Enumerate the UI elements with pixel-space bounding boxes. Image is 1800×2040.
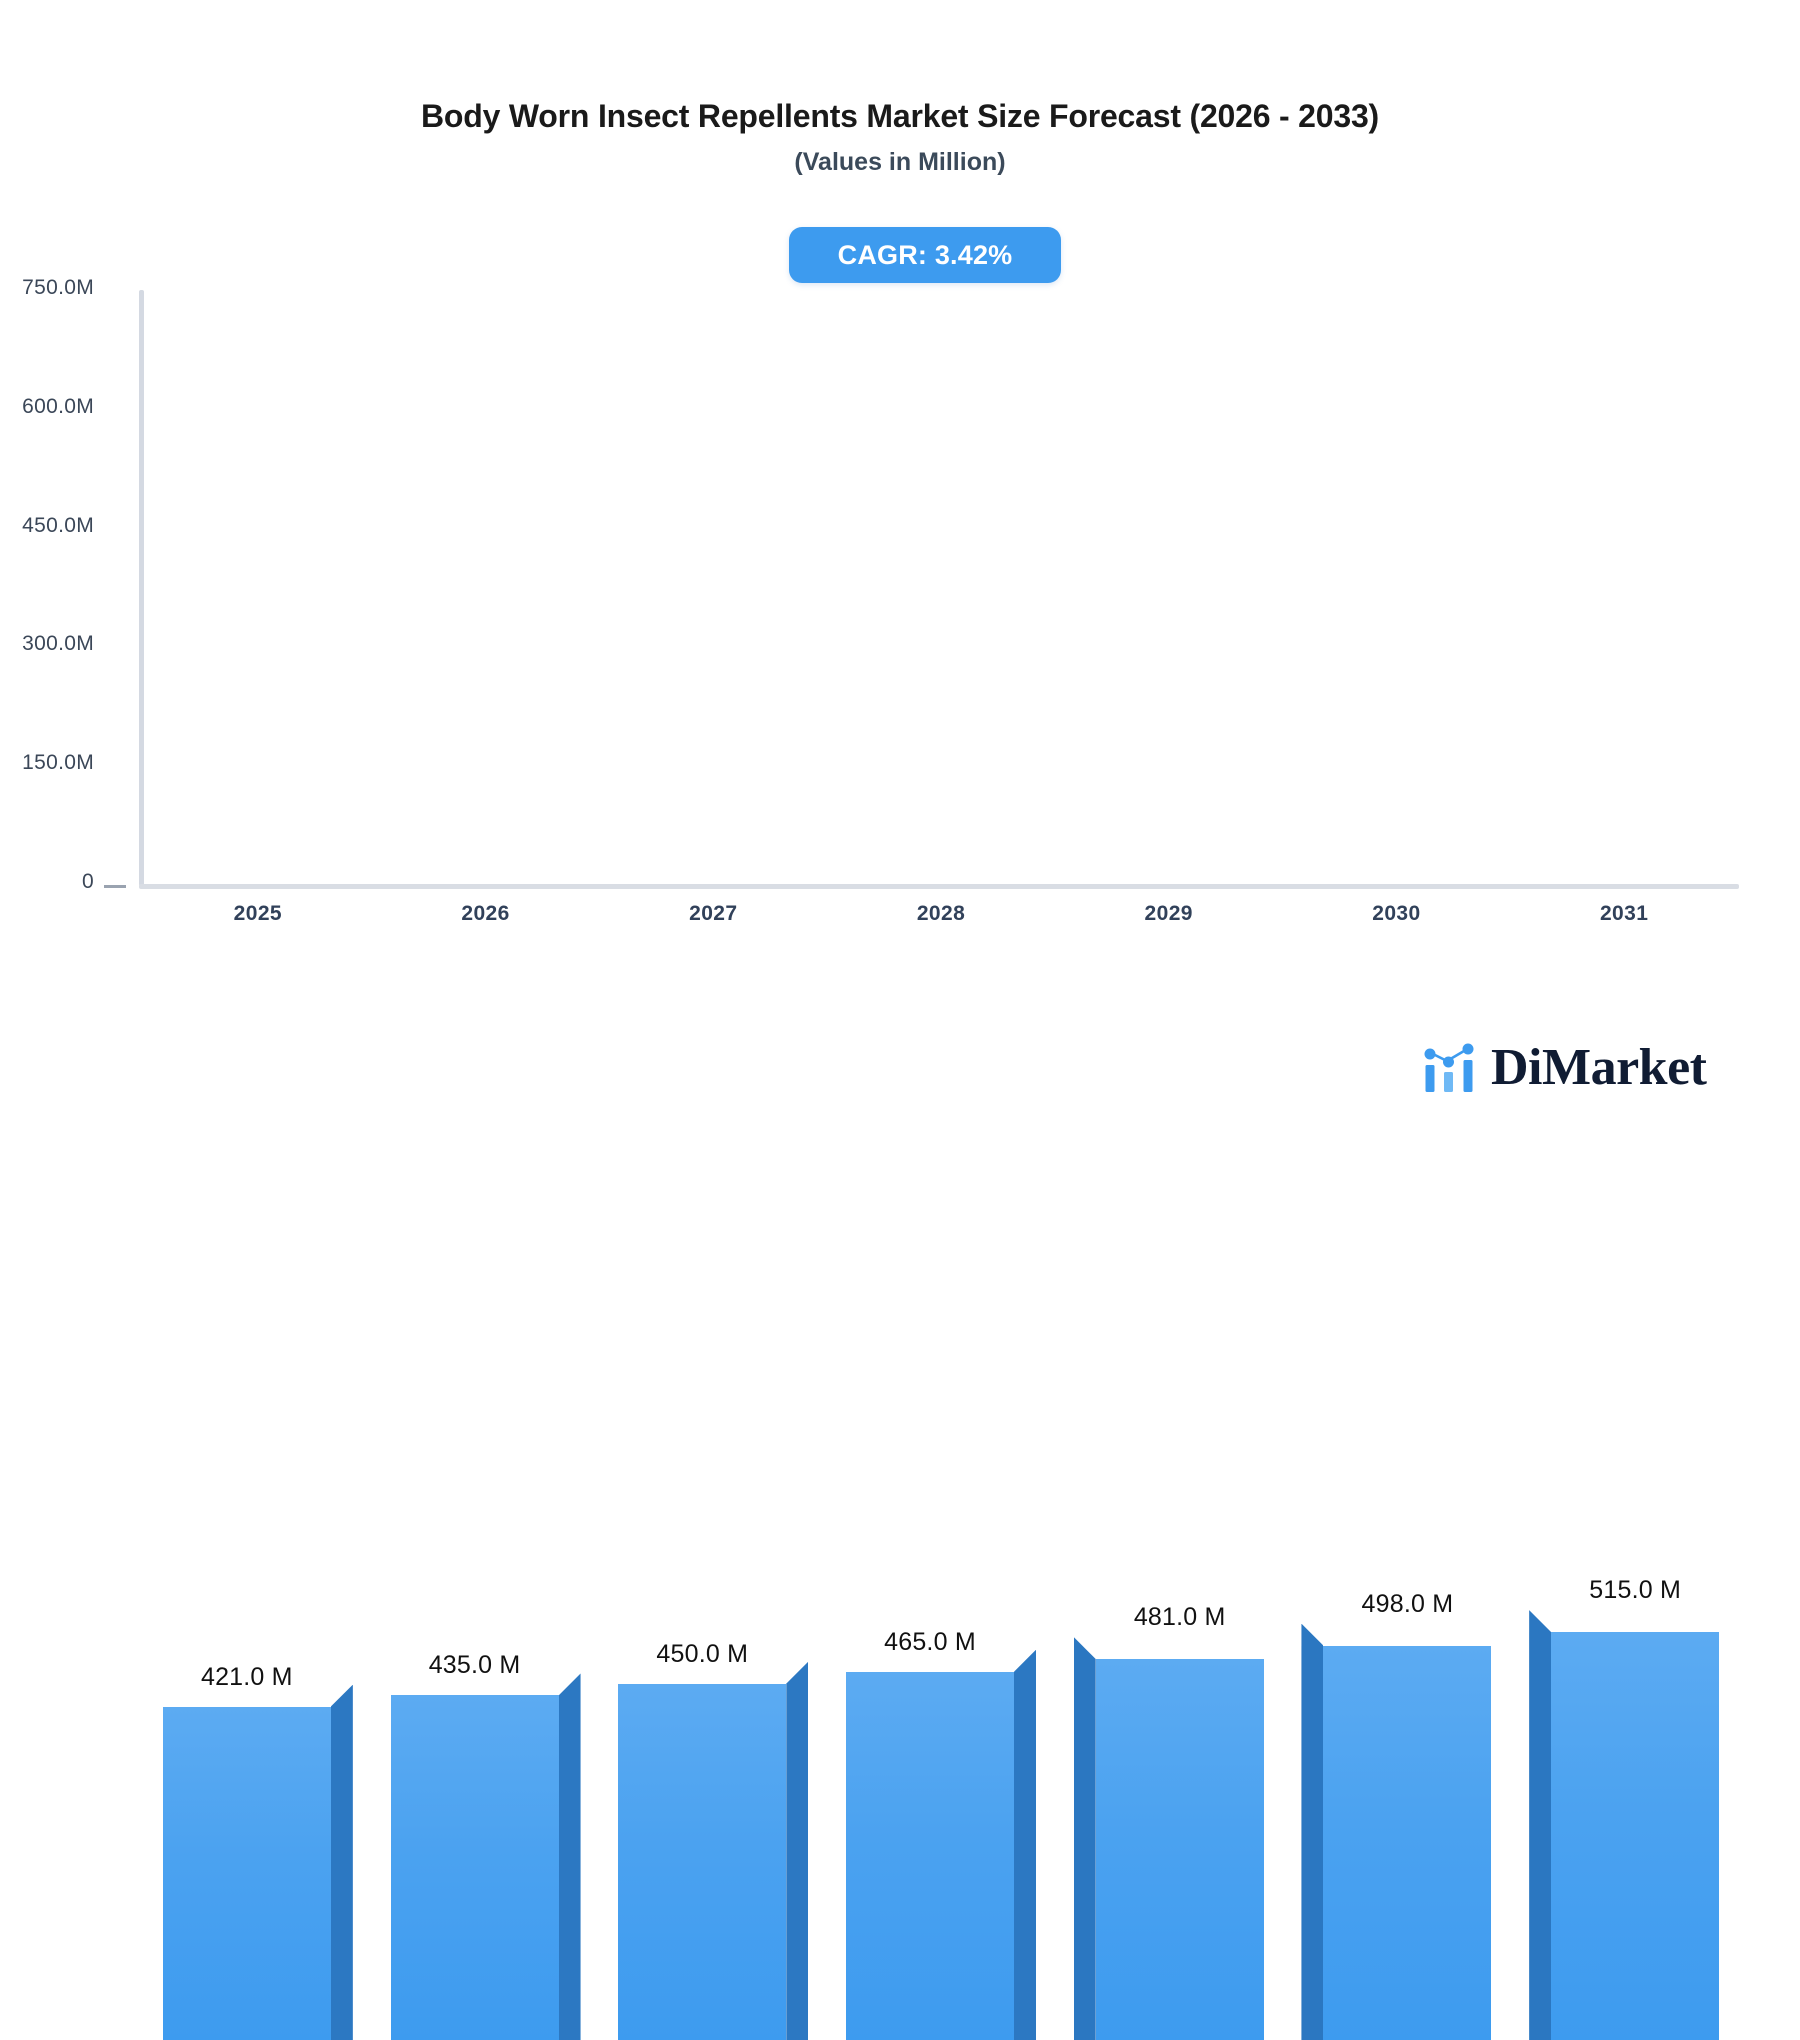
bar-front-face	[618, 1683, 787, 2040]
bar-side-face	[1529, 1610, 1552, 2040]
y-axis-tick-label: 600.0M	[22, 394, 94, 418]
bar-side-face	[558, 1673, 581, 2040]
bar-front-face	[1095, 1659, 1264, 2040]
x-axis-tick-label: 2027	[689, 902, 738, 925]
y-axis-line	[139, 290, 144, 886]
bar-front-face	[1323, 1645, 1492, 2040]
logo-wordmark: DiMarket	[1491, 1039, 1707, 1096]
bar-side-face	[1014, 1649, 1036, 2040]
bar-value-label: 450.0 M	[656, 1639, 749, 1668]
bar-front-face	[1551, 1632, 1720, 2040]
bar-side-face	[1301, 1623, 1324, 2040]
bar-value-label: 421.0 M	[200, 1662, 293, 1691]
cagr-badge: CAGR: 3.42%	[789, 227, 1061, 283]
plot-area: 0 150.0M 300.0M 450.0M 600.0M 750.0M 2025 2026…	[22, 276, 1739, 2040]
bar-front-face	[162, 1706, 331, 2040]
y-axis-zero-tick	[104, 885, 126, 888]
bar-chart-icon	[1423, 1042, 1479, 1094]
bar-front-face	[390, 1695, 559, 2040]
chart-subtitle: (Values in Million)	[794, 148, 1006, 176]
x-axis-tick-label: 2026	[461, 902, 510, 925]
bar-value-label: 465.0 M	[884, 1627, 976, 1656]
cagr-badge-label: CAGR: 3.42%	[837, 239, 1013, 270]
bar-value-label: 498.0 M	[1361, 1589, 1454, 1618]
y-axis-tick-label: 450.0M	[22, 513, 94, 537]
dimarket-logo: DiMarket	[1423, 1039, 1707, 1096]
x-axis-tick-label: 2031	[1599, 902, 1649, 925]
y-axis-tick-label: 750.0M	[22, 276, 94, 299]
y-axis-tick-label: 0	[82, 870, 94, 893]
bar-side-face	[786, 1661, 809, 2040]
bar-front-face	[846, 1671, 1014, 2040]
x-axis-tick-label: 2028	[916, 902, 966, 925]
x-axis-tick-label: 2029	[1144, 902, 1193, 925]
y-axis-tick-label: 150.0M	[22, 751, 94, 775]
bar-value-label: 481.0 M	[1133, 1603, 1226, 1632]
x-axis-tick-label: 2025	[233, 902, 282, 925]
y-axis-tick-label: 300.0M	[22, 632, 94, 656]
bar-side-face	[1073, 1637, 1096, 2040]
chart-canvas: Body Worn Insect Repellents Market Size …	[22, 98, 1739, 2040]
x-axis-line	[139, 884, 1739, 889]
bar-side-face	[330, 1684, 353, 2040]
chart-title: Body Worn Insect Repellents Market Size …	[420, 98, 1380, 134]
bar-value-label: 515.0 M	[1589, 1576, 1681, 1605]
x-axis-tick-label: 2030	[1372, 902, 1421, 925]
bar-value-label: 435.0 M	[428, 1651, 521, 1680]
